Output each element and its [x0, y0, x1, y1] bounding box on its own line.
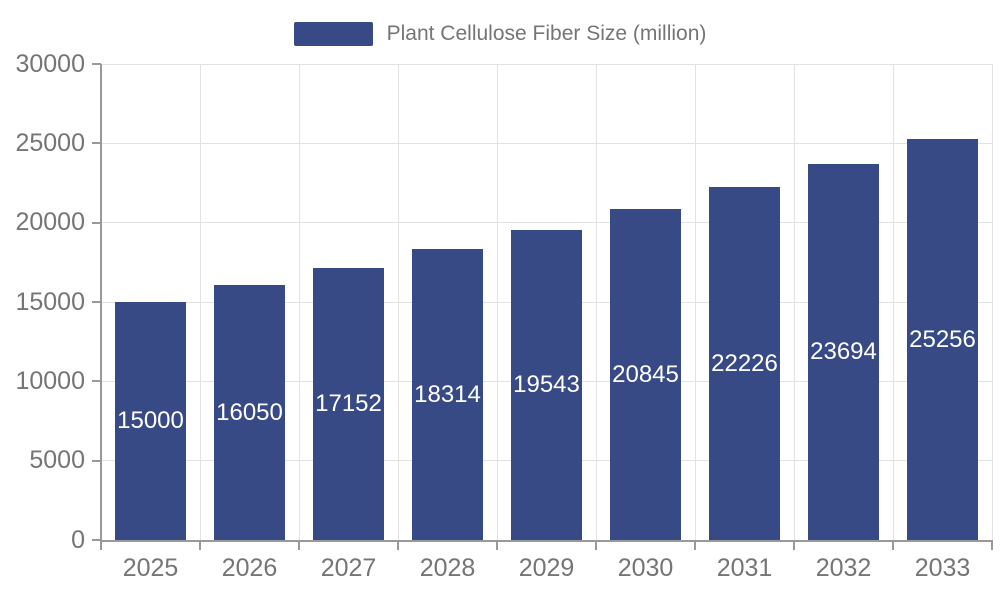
y-axis-tick-label: 30000 — [15, 49, 85, 78]
bar-value-label: 15000 — [117, 407, 184, 434]
x-axis-tick-label: 2033 — [914, 554, 971, 582]
y-axis-tick-label: 0 — [71, 525, 85, 554]
x-axis-tick — [298, 542, 300, 550]
x-axis-tick — [793, 542, 795, 550]
gridline-vertical — [397, 64, 399, 540]
gridline-horizontal — [101, 63, 992, 65]
bar-2028[interactable]: 18314 — [412, 249, 483, 540]
x-axis-tick-label: 2026 — [221, 554, 278, 582]
x-axis-tick — [199, 542, 201, 550]
y-axis-tick-label: 15000 — [15, 287, 85, 316]
x-axis-tick-label: 2027 — [320, 554, 377, 582]
bar-2027[interactable]: 17152 — [313, 267, 384, 540]
y-axis-tick-label: 20000 — [15, 208, 85, 237]
x-axis-tick — [892, 542, 894, 550]
gridline-horizontal — [101, 142, 992, 144]
bar-value-label: 25256 — [909, 325, 976, 353]
x-axis-tick-label: 2025 — [122, 554, 179, 582]
bar-value-label: 17152 — [315, 389, 382, 417]
y-axis-tick — [92, 221, 101, 224]
bar-2026[interactable]: 16050 — [214, 285, 285, 540]
bar-value-label: 18314 — [414, 380, 481, 408]
x-axis-tick — [100, 542, 102, 550]
bar-value-label: 20845 — [612, 360, 679, 388]
y-axis-tick — [92, 63, 101, 65]
gridline-horizontal — [101, 222, 992, 224]
plot-area: 15000 16050 17152 18314 19543 20845 22226 23694… — [101, 63, 993, 540]
x-axis-tick-label: 2028 — [419, 554, 476, 582]
bar-value-label: 22226 — [711, 349, 778, 377]
y-axis-tick — [92, 142, 101, 145]
y-axis-tick-label: 10000 — [15, 366, 85, 395]
y-axis-tick-label: 5000 — [29, 446, 85, 475]
x-axis-tick — [991, 542, 993, 550]
y-axis-tick — [92, 380, 101, 383]
y-axis-tick-label: 25000 — [15, 128, 85, 157]
x-axis-tick-label: 2032 — [815, 554, 872, 582]
x-axis-tick — [595, 542, 597, 550]
y-axis-tick — [92, 459, 101, 462]
gridline-vertical — [199, 64, 201, 540]
bar-2033[interactable]: 25256 — [907, 139, 978, 540]
gridline-vertical — [298, 64, 300, 540]
gridline-vertical — [595, 64, 597, 540]
gridline-vertical — [991, 64, 993, 540]
bar-2030[interactable]: 20845 — [610, 209, 681, 540]
y-axis-tick — [92, 539, 101, 541]
x-axis-tick — [496, 542, 498, 550]
legend-item[interactable]: Plant Cellulose Fiber Size (million) — [0, 20, 1000, 48]
x-axis-tick-label: 2030 — [617, 554, 674, 582]
bar-2025[interactable]: 15000 — [115, 302, 186, 540]
gridline-vertical — [793, 64, 795, 540]
gridline-vertical — [892, 64, 894, 540]
x-axis-tick-label: 2029 — [518, 554, 575, 582]
bar-value-label: 19543 — [513, 370, 580, 398]
x-axis-tick — [397, 542, 399, 550]
gridline-vertical — [496, 64, 498, 540]
bar-2032[interactable]: 23694 — [808, 164, 879, 540]
y-axis-tick — [92, 301, 101, 303]
bar-2031[interactable]: 22226 — [709, 187, 780, 540]
y-axis-line — [100, 64, 102, 542]
bar-value-label: 16050 — [216, 398, 283, 426]
x-axis-tick-label: 2031 — [716, 554, 773, 582]
x-axis-tick — [694, 542, 696, 550]
x-axis-line — [100, 540, 993, 542]
legend-marker — [293, 22, 373, 46]
bar-2029[interactable]: 19543 — [511, 229, 582, 540]
gridline-vertical — [694, 64, 696, 540]
legend-label: Plant Cellulose Fiber Size (million) — [386, 22, 707, 45]
bar-value-label: 23694 — [810, 338, 877, 366]
